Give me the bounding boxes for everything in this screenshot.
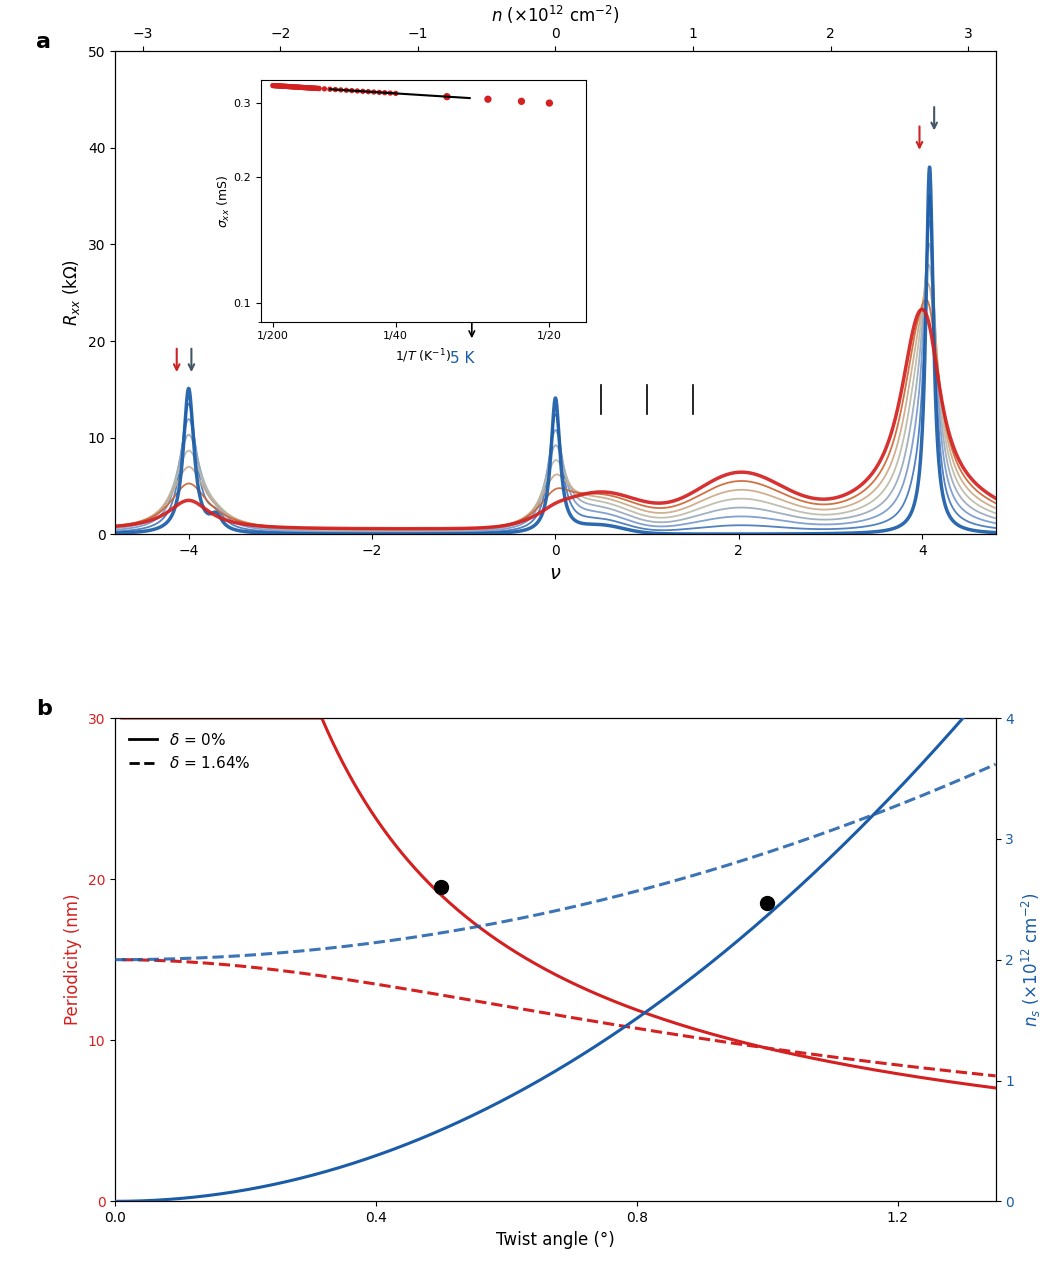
X-axis label: $n$ ($\times$10$^{12}$ cm$^{-2}$): $n$ ($\times$10$^{12}$ cm$^{-2}$) [492, 4, 619, 26]
X-axis label: Twist angle (°): Twist angle (°) [496, 1231, 615, 1249]
X-axis label: $\nu$: $\nu$ [549, 564, 562, 583]
Y-axis label: $R_{xx}$ (kΩ): $R_{xx}$ (kΩ) [62, 259, 83, 326]
Legend: $\delta$ = 0%, $\delta$ = 1.64%: $\delta$ = 0%, $\delta$ = 1.64% [123, 726, 257, 777]
Y-axis label: Periodicity (nm): Periodicity (nm) [64, 893, 83, 1025]
Text: a: a [36, 32, 51, 52]
Text: 80 K: 80 K [450, 288, 484, 303]
Text: 5 K: 5 K [450, 350, 475, 366]
Text: b: b [36, 699, 52, 718]
Y-axis label: $n_s$ ($\times$10$^{12}$ cm$^{-2}$): $n_s$ ($\times$10$^{12}$ cm$^{-2}$) [1020, 892, 1043, 1028]
